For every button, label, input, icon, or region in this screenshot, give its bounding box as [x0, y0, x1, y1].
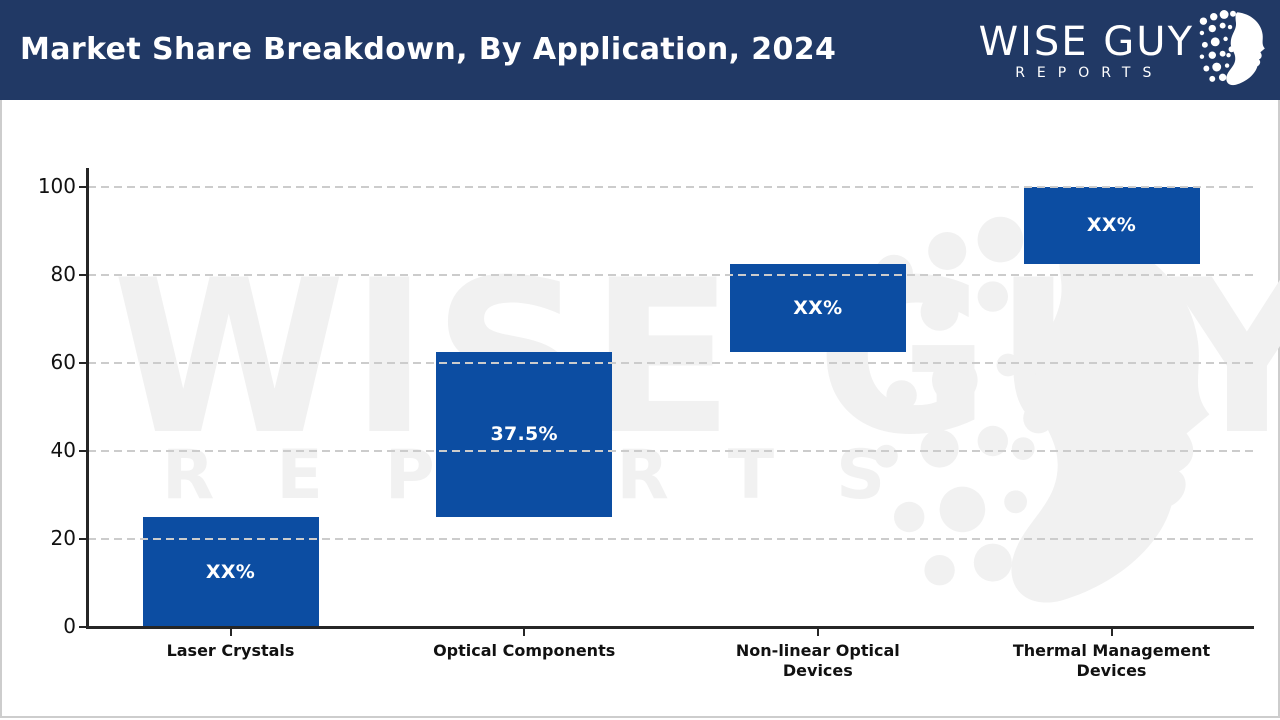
bar: XX%: [142, 516, 319, 627]
y-tick-label: 0: [63, 613, 76, 638]
y-tick-mark: [79, 449, 87, 452]
y-tick-label: 100: [37, 174, 76, 198]
y-tick-mark: [79, 537, 87, 540]
y-tick-mark: [79, 186, 87, 188]
grid-line: [88, 537, 1254, 540]
y-tick-mark: [79, 273, 87, 276]
y-tick-label: 60: [50, 349, 76, 374]
bar-value-label: XX%: [793, 296, 843, 319]
bar-value-label: 37.5%: [490, 423, 558, 446]
x-axis-label: Laser Crystals: [166, 641, 295, 660]
grid-line: [88, 449, 1254, 452]
y-tick-mark: [79, 361, 87, 364]
wise-guy-reports-logo: WISE GUY REPORTS: [979, 6, 1270, 94]
x-axis-label: Thermal Management Devices: [1012, 641, 1211, 680]
y-tick-mark: [79, 625, 87, 628]
x-tick-mark: [523, 629, 526, 636]
bar-value-label: XX%: [205, 560, 256, 583]
bar: XX%: [729, 263, 906, 352]
x-axis-line: [86, 626, 1254, 629]
x-axis-label: Optical Components: [433, 641, 616, 660]
logo-reports-label: REPORTS: [1015, 64, 1164, 81]
grid-line: [88, 273, 1254, 276]
y-axis-line: [86, 168, 89, 628]
y-tick-label: 40: [50, 437, 76, 462]
logo-text: WISE GUY REPORTS: [979, 20, 1194, 81]
logo-wiseguy-label: WISE GUY: [978, 18, 1194, 65]
logo-dotted-head-icon: [1199, 10, 1265, 86]
chart-title: Market Share Breakdown, By Application, …: [20, 32, 837, 67]
header-bar: Market Share Breakdown, By Application, …: [0, 0, 1280, 100]
x-tick-mark: [1110, 629, 1113, 636]
bar-value-label: XX%: [1086, 214, 1137, 237]
x-tick-mark: [816, 629, 819, 636]
grid-line: [88, 186, 1254, 188]
x-axis-label: Non-linear Optical Devices: [735, 641, 900, 680]
x-tick-mark: [229, 629, 232, 636]
y-tick-label: 20: [50, 525, 76, 550]
bar: 37.5%: [436, 351, 613, 517]
bar: XX%: [1023, 187, 1200, 264]
y-tick-label: 80: [50, 261, 76, 286]
grid-line: [88, 361, 1254, 364]
